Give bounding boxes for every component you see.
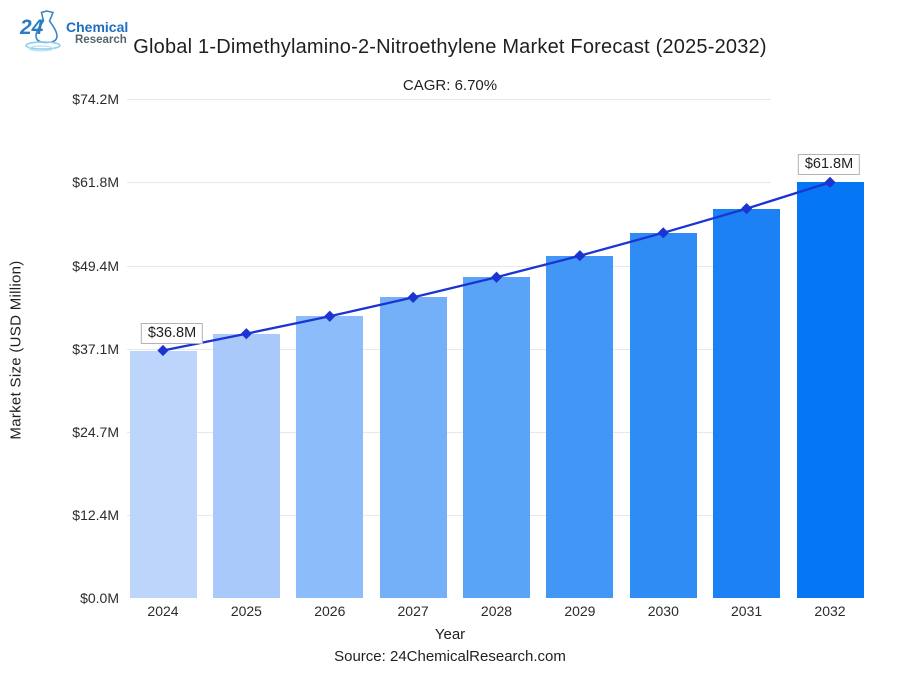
chart-subtitle-cagr: CAGR: 6.70% xyxy=(402,77,498,94)
x-tick-label-2032: 2032 xyxy=(814,603,846,619)
logo-number: 24 xyxy=(20,16,44,39)
x-tick-label-2026: 2026 xyxy=(314,603,346,619)
bar-2028[interactable] xyxy=(463,277,530,598)
y-tick-label: $74.2M xyxy=(72,91,119,107)
logo-text-chemical: Chemical xyxy=(66,19,129,35)
y-tick-label: $49.4M xyxy=(72,257,119,274)
bar-2031[interactable] xyxy=(713,208,781,598)
gridline xyxy=(127,182,771,184)
x-tick-label-2029: 2029 xyxy=(564,603,596,619)
x-tick-label-2030: 2030 xyxy=(647,603,679,619)
x-tick-label-2027: 2027 xyxy=(397,603,429,619)
x-axis-title: Year xyxy=(434,626,466,643)
gridline xyxy=(127,514,771,516)
value-label-2032: $61.8M xyxy=(797,154,861,176)
gridline xyxy=(127,99,771,100)
flask-logo-icon xyxy=(25,10,61,52)
chart-title: Global 1-Dimethylamino-2-Nitroethylene M… xyxy=(133,36,767,58)
x-tick-label-2028: 2028 xyxy=(480,603,513,619)
bar-2027[interactable] xyxy=(379,297,447,598)
y-tick-label: $61.8M xyxy=(72,174,119,191)
source-caption: Source: 24ChemicalResearch.com xyxy=(334,648,566,665)
bar-2024[interactable] xyxy=(129,350,197,598)
bar-2032[interactable] xyxy=(796,182,864,598)
y-tick-label: $37.1M xyxy=(72,340,119,357)
x-tick-label-2024: 2024 xyxy=(147,603,179,619)
bar-2030[interactable] xyxy=(629,232,697,598)
logo-text-research: Research xyxy=(75,34,127,46)
y-tick-label: $0.0M xyxy=(80,590,119,606)
y-tick-label: $24.7M xyxy=(72,423,119,440)
bar-2025[interactable] xyxy=(212,333,280,598)
x-tick-label-2025: 2025 xyxy=(230,603,262,619)
x-tick-label-2031: 2031 xyxy=(731,603,763,619)
company-logo[interactable]: 24 Chemical Research xyxy=(18,8,178,52)
bar-2029[interactable] xyxy=(546,255,614,598)
bar-2026[interactable] xyxy=(296,316,364,598)
value-label-2024: $36.8M xyxy=(140,322,204,344)
gridline xyxy=(127,431,771,433)
y-tick-label: $12.4M xyxy=(72,506,119,523)
